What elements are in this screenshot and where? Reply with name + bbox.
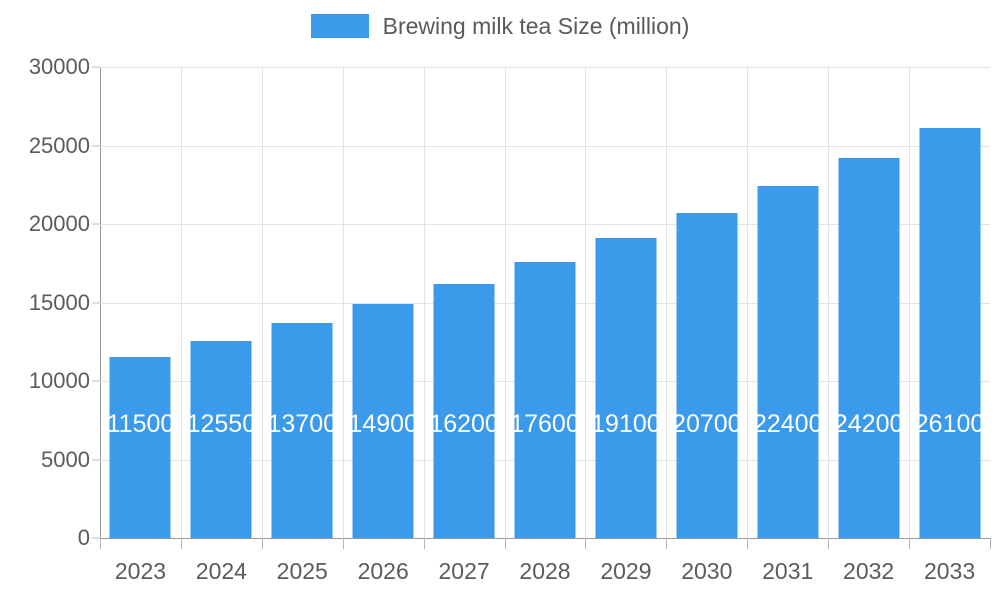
x-tick-label: 2033: [923, 558, 976, 584]
y-tick-label: 10000: [28, 368, 90, 393]
bar-value-label: 24200: [838, 410, 900, 438]
x-tick-label: 2025: [276, 558, 328, 584]
y-tick-label: 20000: [28, 211, 90, 236]
x-tick-label: 2030: [681, 558, 733, 584]
gridline-horizontal: [100, 224, 990, 225]
y-tick-mark: [92, 302, 100, 303]
gridline-vertical: [585, 67, 586, 538]
y-tick-label: 15000: [28, 289, 90, 315]
bar-slot: 16200: [424, 67, 505, 538]
bar-slot: 19100: [585, 67, 666, 538]
gridline-vertical: [666, 67, 667, 538]
bar[interactable]: 17600: [514, 261, 576, 538]
bar-slot: 17600: [505, 67, 586, 538]
bar-value-label: 17600: [514, 410, 576, 438]
gridline-vertical: [909, 67, 910, 538]
gridline-horizontal: [100, 67, 990, 68]
x-tick-label: 2029: [600, 558, 652, 584]
x-tick-mark: [990, 538, 991, 549]
x-tick-mark: [505, 538, 506, 549]
bar-value-label: 13700: [271, 410, 333, 438]
y-tick-label: 30000: [28, 54, 90, 79]
x-tick-mark: [100, 538, 101, 549]
y-tick-mark: [92, 145, 100, 146]
x-tick-mark: [181, 538, 182, 549]
y-tick-mark: [92, 66, 100, 68]
bar-slot: 13700: [262, 67, 343, 538]
bar[interactable]: 20700: [676, 213, 738, 538]
bar[interactable]: 26100: [919, 128, 981, 538]
x-tick-label: 2024: [195, 558, 247, 584]
plot-area: 11500 12550 13700 14900 16200 17600 19100 20700…: [100, 67, 990, 539]
bar-slot: 12550: [181, 67, 262, 538]
x-tick-mark: [424, 538, 425, 549]
x-tick-mark: [828, 538, 829, 549]
y-tick-label: 5000: [41, 446, 90, 472]
x-tick-label: 2028: [519, 558, 571, 584]
x-tick-mark: [909, 538, 910, 549]
bar[interactable]: 14900: [352, 304, 414, 538]
gridline-vertical: [828, 67, 829, 538]
bar[interactable]: 13700: [271, 322, 333, 538]
y-tick-mark: [92, 537, 100, 539]
bar-slot: 24200: [828, 67, 909, 538]
bar[interactable]: 22400: [757, 186, 819, 538]
bar[interactable]: 16200: [433, 283, 495, 538]
y-tick-label: 25000: [28, 132, 90, 158]
x-tick-mark: [747, 538, 748, 549]
gridline-vertical: [505, 67, 506, 538]
x-tick-label: 2027: [438, 558, 490, 584]
gridline-vertical: [747, 67, 748, 538]
bar-slot: 11500: [100, 67, 181, 538]
gridline-vertical: [181, 67, 182, 538]
chart-legend: Brewing milk tea Size (million): [0, 0, 1000, 52]
bar-slot: 20700: [666, 67, 747, 538]
bar-slot: 22400: [747, 67, 828, 538]
x-tick-label: 2023: [114, 558, 167, 584]
gridline-horizontal: [100, 538, 990, 539]
bar-value-label: 16200: [433, 410, 495, 438]
legend-item-label: Brewing milk tea Size (million): [382, 12, 690, 39]
x-tick-label: 2026: [357, 558, 409, 584]
y-tick-mark: [92, 380, 100, 382]
x-tick-mark: [666, 538, 667, 549]
bar[interactable]: 11500: [109, 357, 171, 538]
bar-value-label: 12550: [190, 410, 252, 438]
bar-slot: 14900: [343, 67, 424, 538]
gridline-vertical: [424, 67, 425, 538]
x-tick-mark: [262, 538, 263, 549]
x-tick-label: 2031: [762, 558, 814, 584]
legend-item-brewing-milk-tea-size[interactable]: Brewing milk tea Size (million): [310, 12, 690, 39]
y-tick-mark: [92, 459, 100, 460]
bar-value-label: 22400: [757, 410, 819, 438]
x-tick-mark: [343, 538, 344, 549]
bar-value-label: 11500: [109, 410, 171, 438]
gridline-horizontal: [100, 145, 990, 147]
bar-value-label: 14900: [352, 410, 414, 438]
bar-slot: 26100: [909, 67, 990, 538]
legend-swatch-icon: [310, 14, 369, 38]
bar[interactable]: 12550: [190, 340, 252, 538]
y-tick-mark: [92, 223, 100, 225]
x-tick-label: 2032: [843, 558, 895, 584]
x-tick-mark: [585, 538, 586, 549]
bar-value-label: 20700: [676, 410, 738, 438]
gridline-vertical: [343, 67, 344, 538]
bar-value-label: 19100: [595, 410, 657, 438]
y-tick-label: 0: [77, 525, 90, 550]
bar[interactable]: 19100: [595, 238, 657, 538]
bar[interactable]: 24200: [838, 158, 900, 538]
gridline-vertical: [262, 67, 263, 538]
bar-value-label: 26100: [919, 410, 981, 438]
